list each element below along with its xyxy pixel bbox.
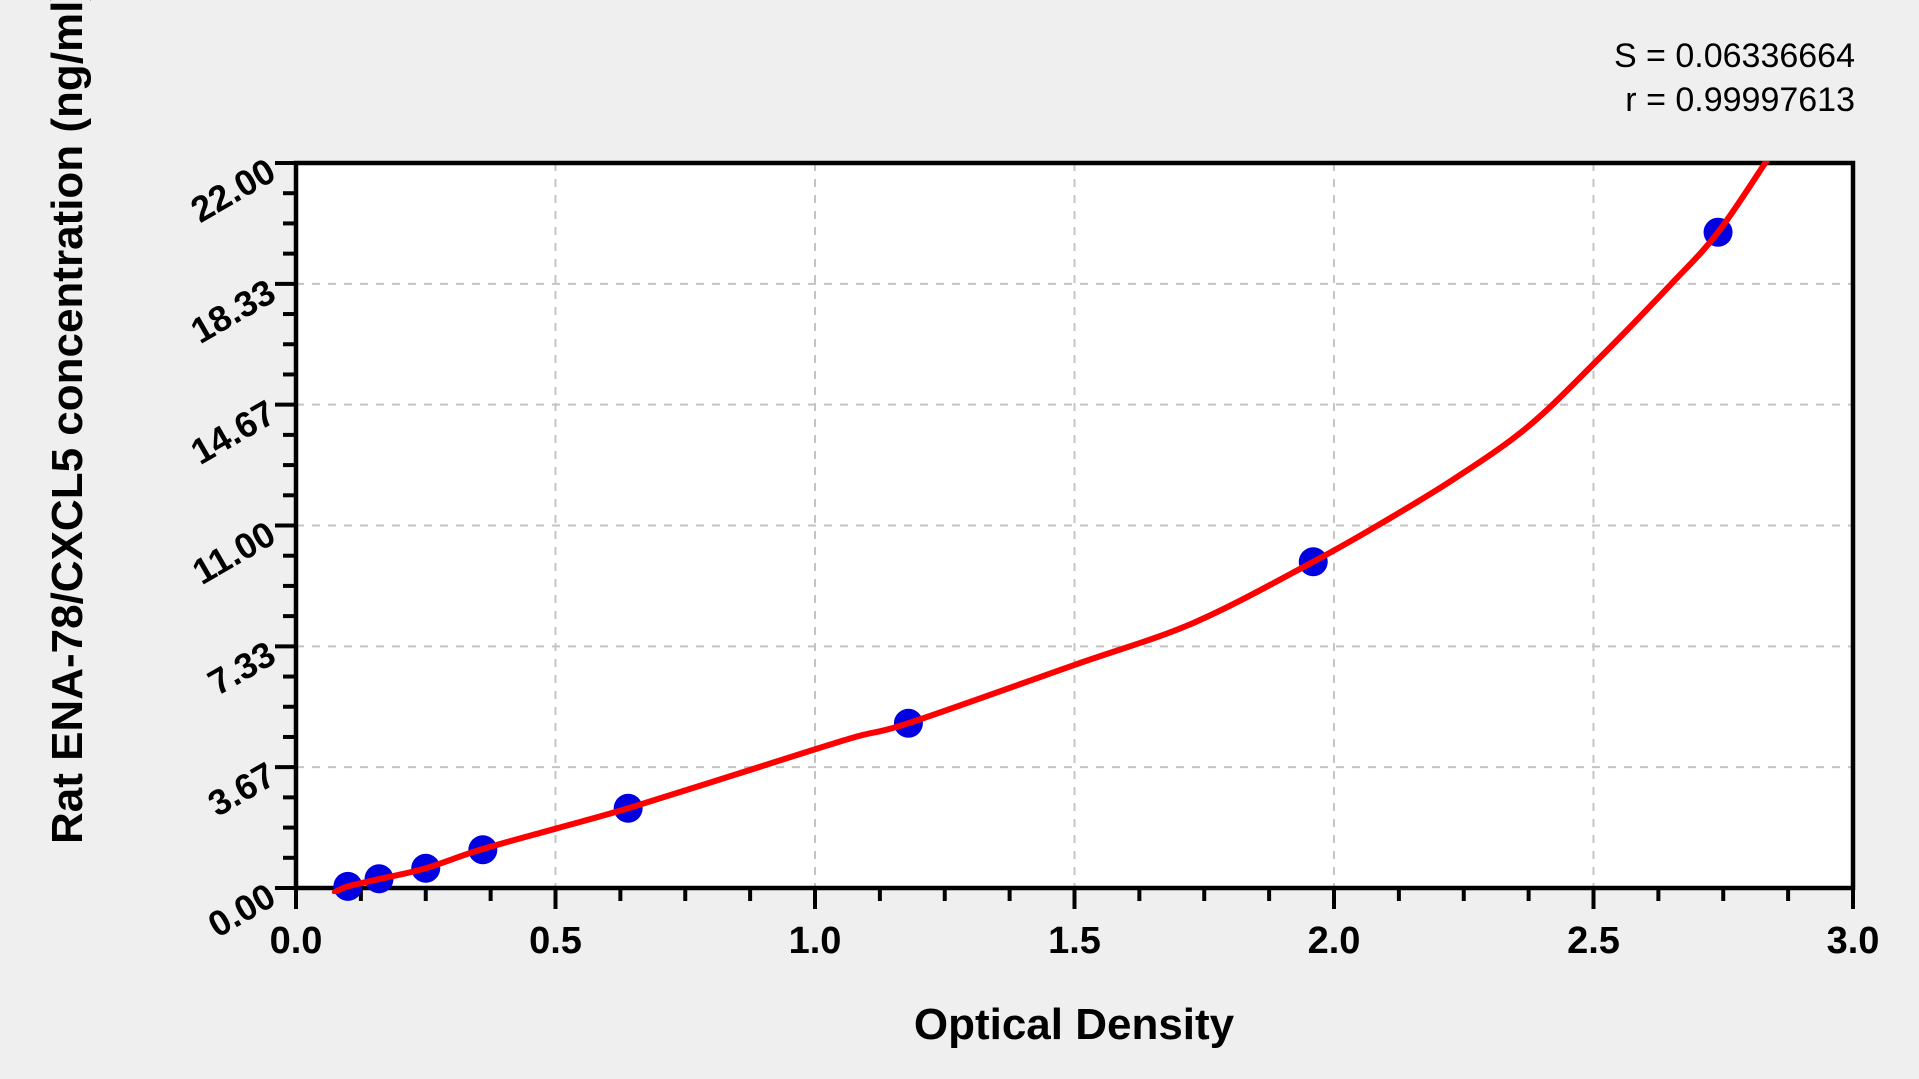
fit-statistics: S = 0.06336664 r = 0.99997613 <box>1614 34 1855 122</box>
plot-area <box>296 163 1853 888</box>
x-tick-label: 3.0 <box>1826 920 1880 962</box>
x-tick-label: 0.5 <box>529 920 582 962</box>
x-tick-label: 2.5 <box>1567 920 1620 962</box>
fit-curve-path <box>331 161 1771 894</box>
stat-s-value: S = 0.06336664 <box>1613 37 1855 75</box>
tick-marks <box>275 161 1855 909</box>
x-tick-label: 1.0 <box>788 920 842 962</box>
x-tick-label: 1.5 <box>1048 920 1101 962</box>
x-axis-title: Optical Density <box>913 1000 1235 1049</box>
x-tick-label: 0.0 <box>269 920 323 962</box>
y-axis-title: Rat ENA-78/CXCL5 concentration (ng/ml) <box>43 0 92 845</box>
x-tick-label: 2.0 <box>1307 920 1361 962</box>
stat-r-value: r = 0.99997613 <box>1625 81 1855 119</box>
gridlines <box>296 163 1853 888</box>
